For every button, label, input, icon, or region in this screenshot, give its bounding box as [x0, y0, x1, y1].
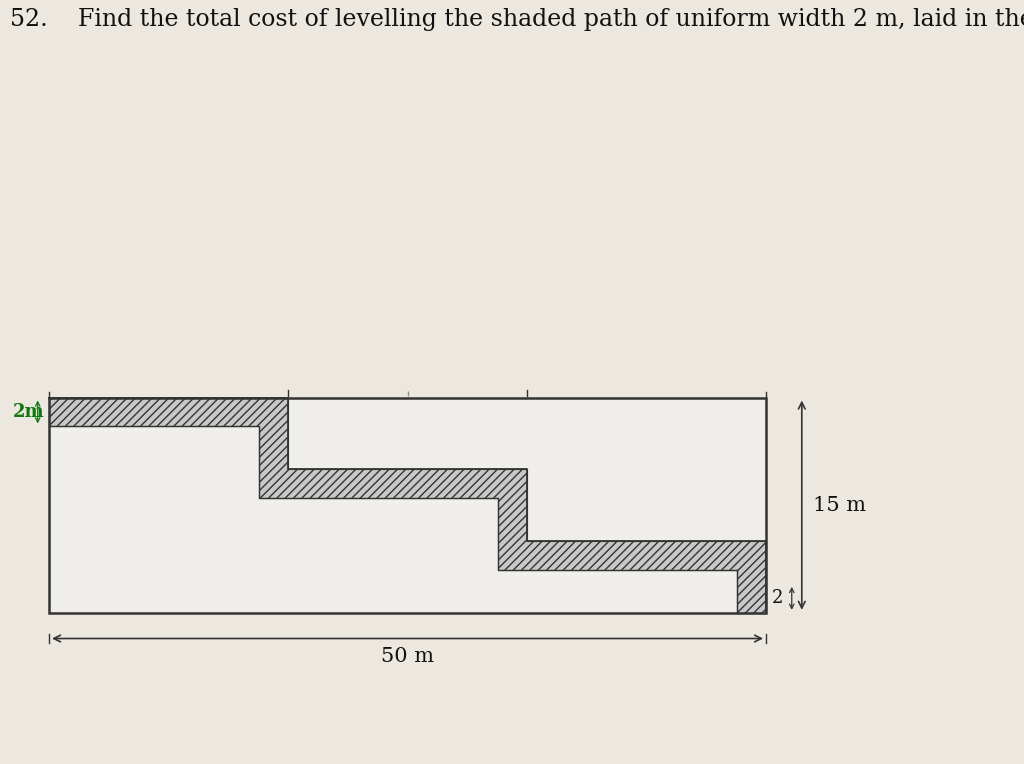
Text: 2m: 2m: [13, 403, 45, 421]
Text: 2: 2: [772, 589, 783, 607]
Text: 15 m: 15 m: [813, 496, 866, 515]
Bar: [49, 398, 766, 613]
Polygon shape: [49, 398, 766, 613]
Bar: [49, 398, 766, 613]
Text: 52.: 52.: [10, 8, 48, 31]
Text: 50 m: 50 m: [381, 647, 434, 666]
Text: Find the total cost of levelling the shaded path of uniform width 2 m, laid in t: Find the total cost of levelling the sha…: [78, 8, 1024, 31]
